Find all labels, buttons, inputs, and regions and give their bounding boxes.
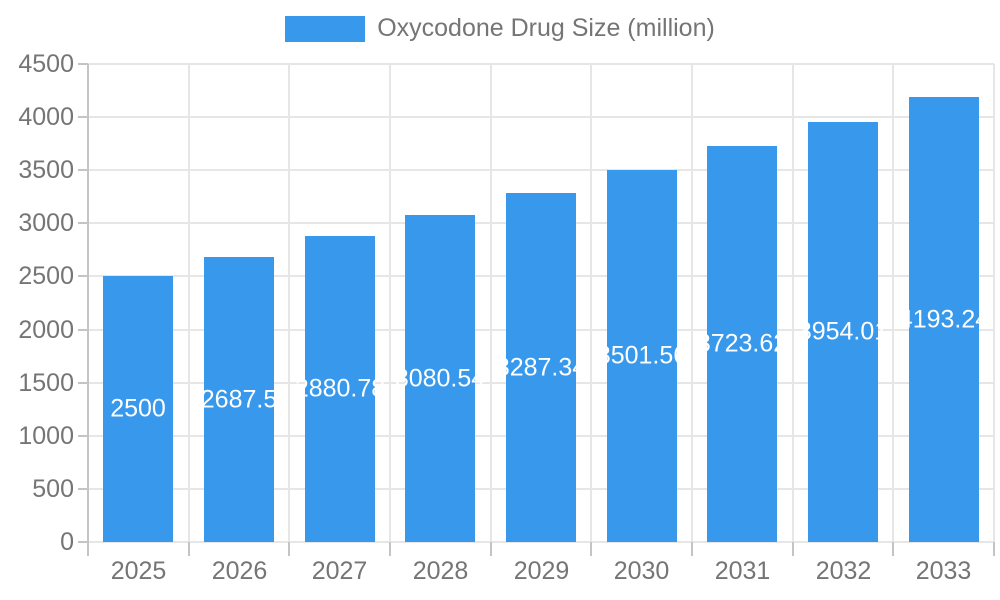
x-axis-label: 2026	[211, 557, 268, 585]
bar-2030[interactable]: 3501.56	[597, 170, 687, 542]
x-axis-label: 2030	[613, 557, 670, 585]
bar-value-label: 2500	[110, 394, 166, 423]
x-axis-label: 2028	[412, 557, 469, 585]
x-tick	[993, 542, 995, 556]
y-gridline	[88, 63, 994, 65]
y-axis-label: 1000	[18, 421, 74, 450]
x-tick	[87, 542, 89, 556]
x-gridline	[288, 64, 290, 542]
bar-2026[interactable]: 2687.5	[200, 257, 278, 542]
y-tick	[78, 169, 88, 172]
x-gridline	[792, 64, 794, 542]
x-gridline	[691, 64, 693, 542]
x-gridline	[590, 64, 592, 542]
x-axis-label: 2027	[311, 557, 368, 585]
y-axis-label: 1500	[18, 368, 74, 397]
y-axis-label: 4000	[18, 103, 74, 132]
y-gridline	[88, 169, 994, 172]
x-gridline	[188, 64, 190, 542]
bar-value-label: 3080.54	[394, 364, 486, 392]
y-tick	[78, 222, 88, 225]
y-tick	[78, 487, 88, 490]
y-axis-labels: 0 500 1000 1500 2000 2500 3000 3500 4000 4500	[0, 50, 74, 556]
x-axis-label: 2025	[110, 557, 167, 585]
x-tick	[288, 542, 290, 556]
bar-2031[interactable]: 3723.62	[697, 146, 787, 542]
y-axis-ticks	[78, 63, 88, 543]
x-axis-label: 2033	[915, 557, 972, 585]
x-tick	[490, 542, 492, 556]
y-axis-label: 2000	[18, 315, 74, 344]
x-tick	[389, 542, 391, 556]
x-tick	[691, 542, 693, 556]
legend-swatch	[285, 15, 366, 42]
y-axis-label: 3000	[18, 209, 74, 238]
bar-value-label: 2880.78	[294, 374, 386, 403]
x-gridline	[490, 64, 492, 542]
y-axis-label: 4500	[18, 50, 74, 78]
y-gridline	[88, 541, 994, 543]
y-gridline	[88, 116, 994, 119]
y-axis-label: 2500	[18, 262, 74, 291]
x-tick	[188, 542, 190, 556]
y-axis-label: 3500	[18, 156, 74, 185]
y-axis-line	[87, 64, 89, 556]
x-tick	[590, 542, 592, 556]
bar-value-label: 3954.01	[797, 317, 889, 346]
bar-value-label: 2687.5	[200, 385, 278, 413]
bar-2025[interactable]: 2500	[103, 276, 173, 542]
x-gridline	[993, 64, 995, 542]
plot-area: 2500 2687.5 2880.78 3080.54 3287.34 3501.56 37…	[88, 63, 995, 543]
bar-2032[interactable]: 3954.01	[798, 122, 888, 542]
bar-value-label: 3723.62	[696, 329, 788, 358]
bar-value-label: 3287.34	[495, 353, 587, 381]
y-tick	[78, 63, 88, 65]
x-axis-label: 2032	[815, 557, 872, 585]
y-tick	[78, 328, 88, 331]
bar-value-label: 4193.24	[898, 305, 990, 333]
y-tick	[78, 116, 88, 119]
y-tick	[78, 381, 88, 384]
x-tick	[792, 542, 794, 556]
bar-2033[interactable]: 4193.24	[899, 97, 989, 542]
y-tick	[78, 541, 88, 543]
y-tick	[78, 434, 88, 437]
bar-2028[interactable]: 3080.54	[395, 215, 485, 542]
bar-value-label: 3501.56	[596, 341, 688, 370]
y-axis-label: 500	[32, 474, 74, 503]
x-axis-labels: 2025 2026 2027 2028 2029 2030 2031 2032 2033	[88, 554, 994, 588]
legend-label: Oxycodone Drug Size (million)	[377, 14, 715, 42]
y-tick	[78, 275, 88, 278]
x-gridline	[389, 64, 391, 542]
x-tick	[892, 542, 894, 556]
x-axis-label: 2029	[513, 557, 570, 585]
x-axis-label: 2031	[714, 557, 771, 585]
y-axis-label: 0	[60, 528, 74, 556]
legend[interactable]: Oxycodone Drug Size (million)	[0, 14, 1000, 43]
x-axis-ticks	[87, 542, 995, 556]
bar-2027[interactable]: 2880.78	[295, 236, 385, 542]
x-gridline	[892, 64, 894, 542]
bar-2029[interactable]: 3287.34	[496, 193, 586, 542]
